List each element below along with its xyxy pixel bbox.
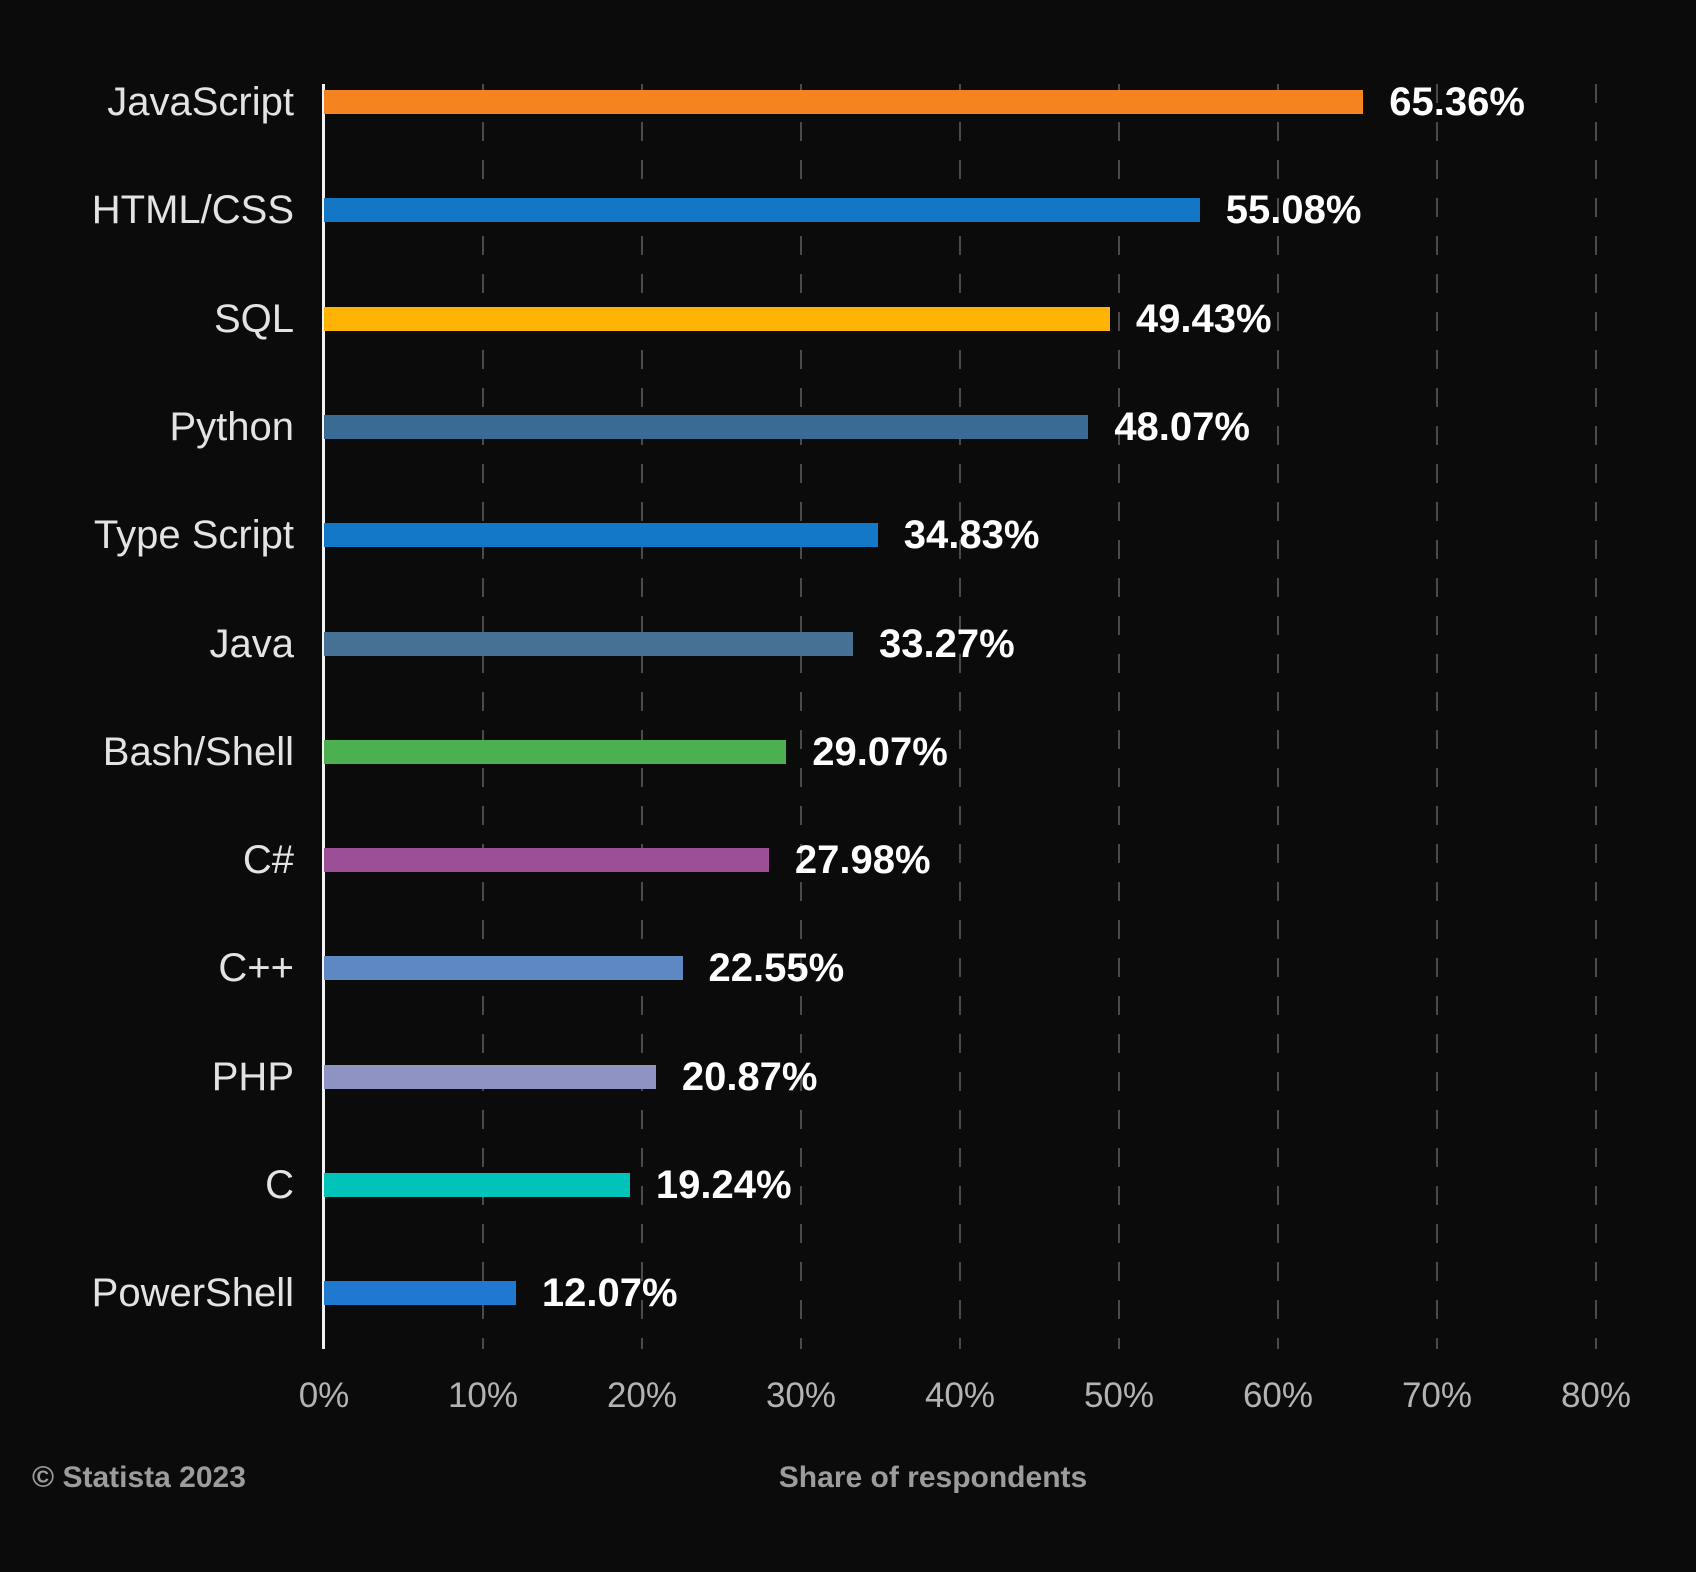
- value-label-c-: 22.55%: [708, 946, 845, 991]
- category-label-javascript: JavaScript: [107, 80, 294, 124]
- bar-c-: [324, 848, 769, 873]
- bar-html-css: [324, 198, 1200, 223]
- value-label-html-css: 55.08%: [1225, 188, 1362, 233]
- gridline-70%: [1436, 84, 1438, 1349]
- gridline-50%: [1118, 84, 1120, 1349]
- bar-c-: [324, 956, 683, 981]
- x-tick-label: 0%: [298, 1376, 350, 1415]
- x-tick-label: 20%: [606, 1376, 678, 1415]
- bar-javascript: [324, 90, 1364, 114]
- category-label-c-: C#: [242, 838, 294, 883]
- y-axis-line: [322, 84, 325, 1349]
- value-label-java: 33.27%: [878, 621, 1015, 666]
- x-tick-label: 70%: [1401, 1376, 1473, 1415]
- x-tick-label: 40%: [924, 1376, 996, 1415]
- bar-bash-shell: [324, 739, 787, 764]
- gridline-60%: [1277, 84, 1279, 1349]
- value-label-powershell: 12.07%: [541, 1271, 678, 1316]
- bar-python: [324, 414, 1089, 439]
- x-tick-label: 50%: [1083, 1376, 1155, 1415]
- category-label-python: Python: [169, 404, 294, 449]
- gridline-80%: [1595, 84, 1597, 1349]
- bar-c: [324, 1173, 630, 1197]
- category-label-html-css: HTML/CSS: [91, 188, 294, 233]
- x-axis-title: Share of respondents: [778, 1461, 1088, 1494]
- value-label-python: 48.07%: [1114, 404, 1250, 449]
- gridline-20%: [641, 84, 643, 1349]
- bar-java: [324, 631, 853, 656]
- value-label-javascript: 65.36%: [1389, 80, 1525, 124]
- x-tick-label: 10%: [447, 1376, 519, 1415]
- value-label-sql: 49.43%: [1135, 296, 1272, 341]
- category-label-c: C: [265, 1163, 294, 1207]
- gridline-10%: [482, 84, 484, 1349]
- x-tick-label: 60%: [1242, 1376, 1314, 1415]
- category-label-java: Java: [209, 621, 295, 666]
- value-label-type-script: 34.83%: [903, 513, 1040, 558]
- value-label-c-: 27.98%: [794, 838, 931, 883]
- bar-powershell: [324, 1281, 516, 1306]
- x-tick-label: 80%: [1560, 1376, 1632, 1415]
- bar-sql: [324, 306, 1110, 331]
- category-label-powershell: PowerShell: [91, 1271, 294, 1316]
- gridline-40%: [959, 84, 961, 1349]
- x-tick-label: 30%: [765, 1376, 837, 1415]
- category-label-type-script: Type Script: [93, 513, 294, 558]
- bar-type-script: [324, 523, 878, 548]
- category-label-c-: C++: [218, 946, 294, 991]
- bar-php: [324, 1064, 656, 1089]
- value-label-bash-shell: 29.07%: [812, 729, 948, 774]
- gridline-30%: [800, 84, 802, 1349]
- copyright-note: © Statista 2023: [32, 1461, 246, 1494]
- category-label-sql: SQL: [213, 296, 294, 341]
- value-label-c: 19.24%: [655, 1163, 792, 1207]
- value-label-php: 20.87%: [681, 1054, 818, 1099]
- category-label-bash-shell: Bash/Shell: [102, 729, 294, 774]
- category-label-php: PHP: [211, 1054, 294, 1099]
